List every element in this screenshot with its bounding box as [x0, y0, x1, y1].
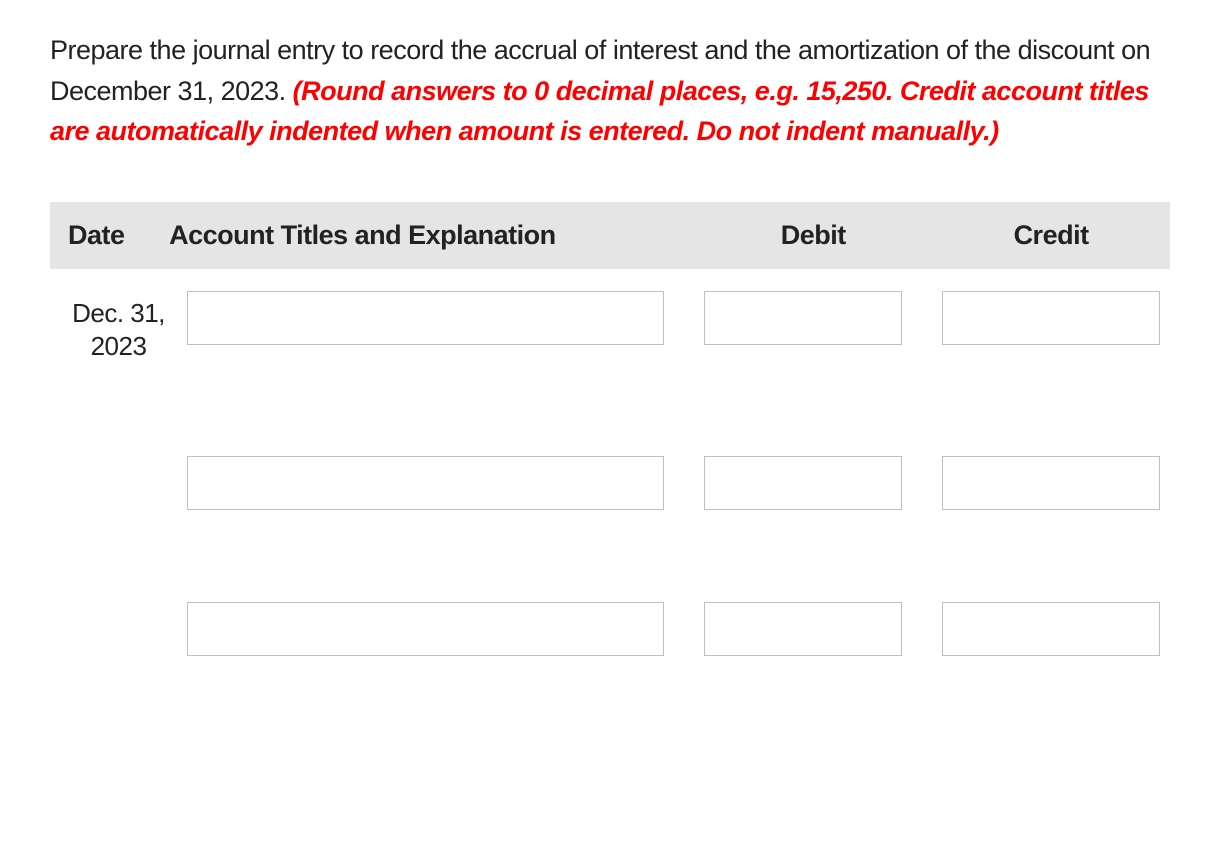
credit-cell [932, 456, 1170, 510]
date-cell: Dec. 31, 2023 [50, 291, 169, 365]
instruction-text: Prepare the journal entry to record the … [50, 30, 1170, 152]
table-row: Dec. 31, 2023 [50, 269, 1170, 387]
debit-input[interactable] [704, 602, 902, 656]
debit-cell [694, 456, 932, 510]
credit-input[interactable] [942, 456, 1160, 510]
date-line1: Dec. 31, [68, 297, 169, 331]
credit-input[interactable] [942, 602, 1160, 656]
header-account: Account Titles and Explanation [169, 220, 694, 251]
debit-input[interactable] [704, 291, 902, 345]
account-cell [169, 456, 694, 510]
header-debit: Debit [694, 220, 932, 251]
journal-entry-table: Date Account Titles and Explanation Debi… [50, 202, 1170, 679]
account-input[interactable] [187, 602, 664, 656]
debit-input[interactable] [704, 456, 902, 510]
row-spacer [50, 532, 1170, 580]
account-input[interactable] [187, 456, 664, 510]
account-cell [169, 602, 694, 656]
account-input[interactable] [187, 291, 664, 345]
debit-cell [694, 602, 932, 656]
table-row [50, 580, 1170, 678]
credit-cell [932, 602, 1170, 656]
table-header-row: Date Account Titles and Explanation Debi… [50, 202, 1170, 269]
row-spacer [50, 386, 1170, 434]
date-cell [50, 602, 169, 608]
header-date: Date [50, 220, 169, 251]
account-cell [169, 291, 694, 345]
date-cell [50, 456, 169, 462]
header-credit: Credit [932, 220, 1170, 251]
credit-input[interactable] [942, 291, 1160, 345]
credit-cell [932, 291, 1170, 345]
debit-cell [694, 291, 932, 345]
date-line2: 2023 [68, 330, 169, 364]
table-row [50, 434, 1170, 532]
